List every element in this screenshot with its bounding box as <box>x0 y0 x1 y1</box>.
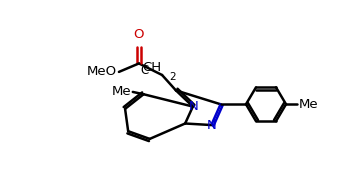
Text: 2: 2 <box>169 72 175 82</box>
Text: C: C <box>140 64 149 77</box>
Text: N: N <box>189 100 198 113</box>
Text: O: O <box>134 28 144 41</box>
Text: Me: Me <box>112 85 131 98</box>
Text: Me: Me <box>298 98 318 111</box>
Text: MeO: MeO <box>86 65 116 78</box>
Text: N: N <box>207 119 217 132</box>
Text: CH: CH <box>142 61 161 74</box>
